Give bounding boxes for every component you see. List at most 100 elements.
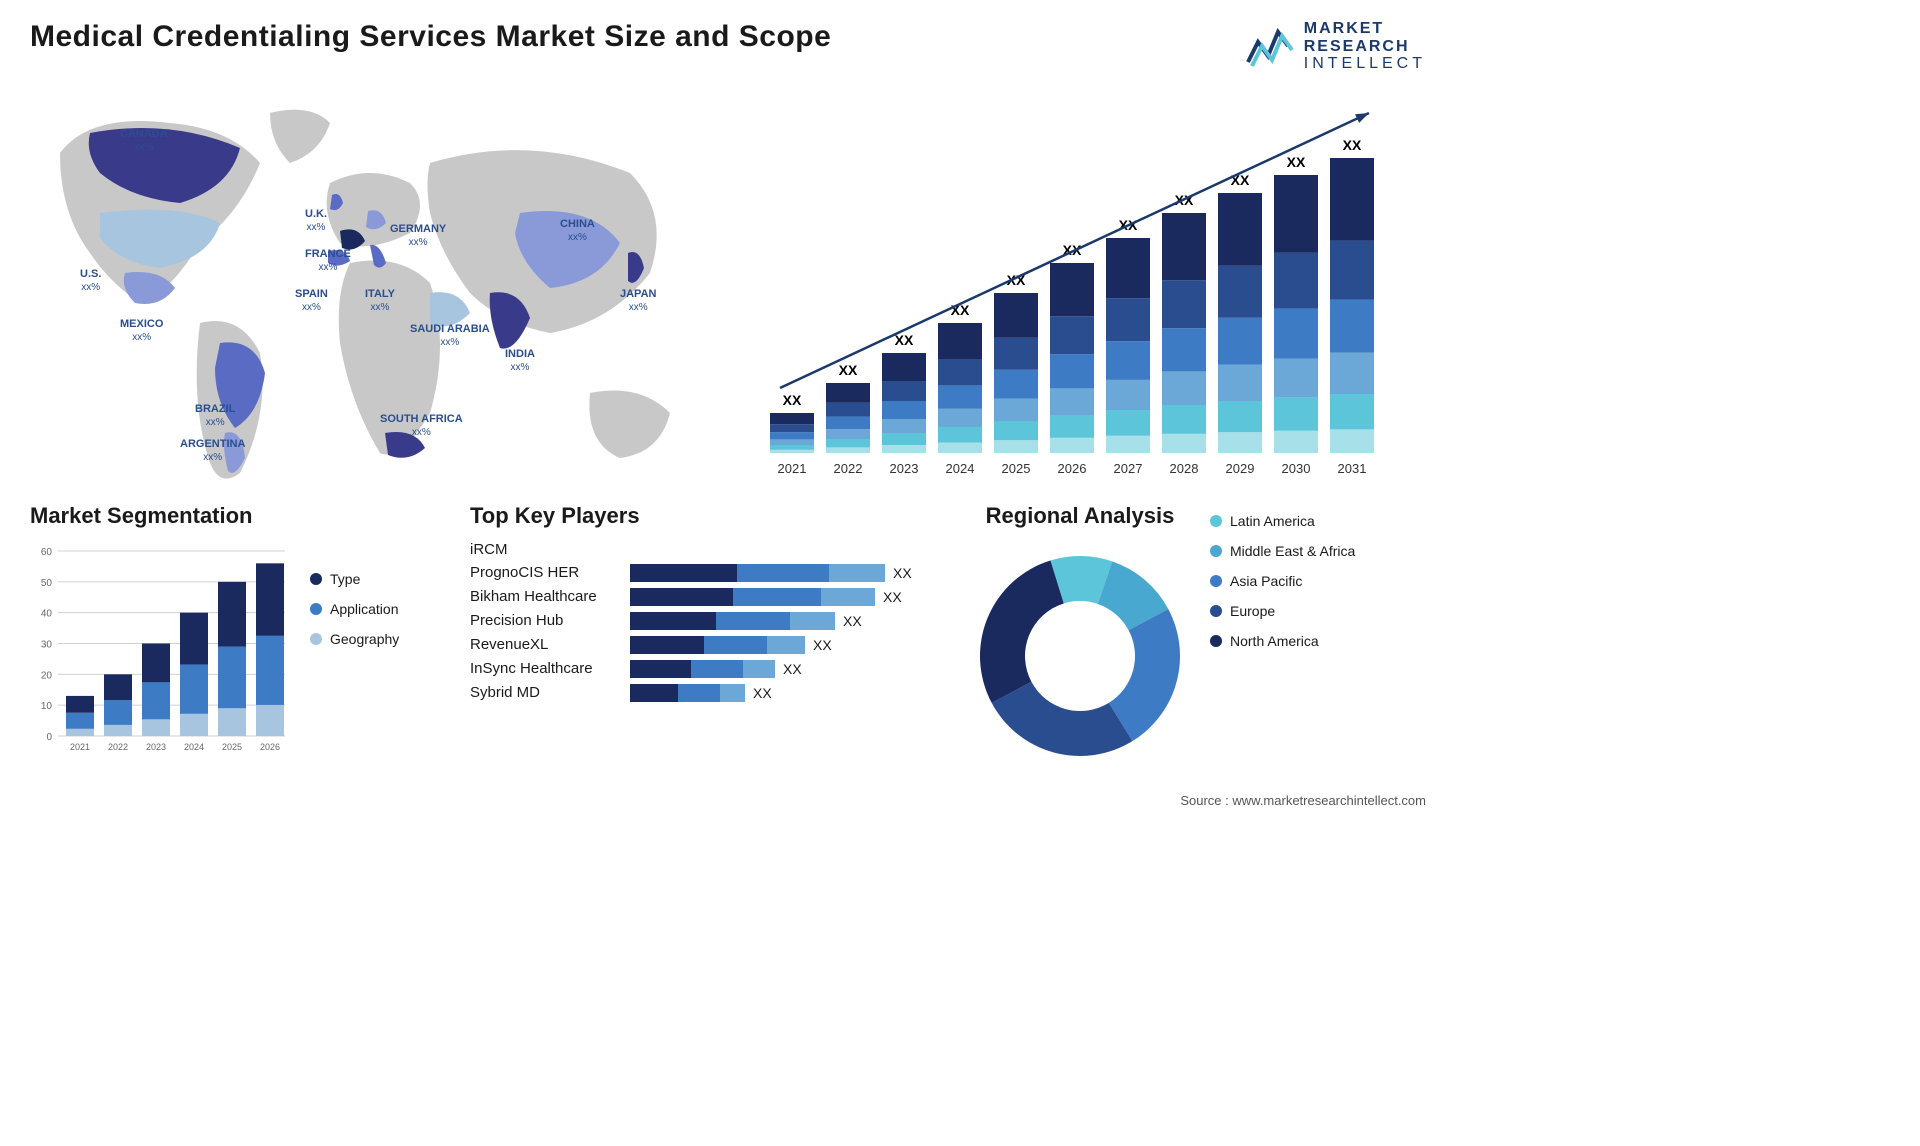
regional-panel: Regional Analysis Latin America Middle Ea… [970, 503, 1426, 783]
legend-dot [1210, 575, 1222, 587]
logo-text-2: RESEARCH [1304, 38, 1426, 56]
svg-text:40: 40 [41, 608, 53, 619]
map-label: ITALYxx% [365, 288, 395, 314]
svg-text:2021: 2021 [70, 742, 90, 752]
player-name: InSync Healthcare [470, 660, 630, 677]
map-label: JAPANxx% [620, 288, 656, 314]
svg-text:60: 60 [41, 547, 53, 558]
svg-text:2023: 2023 [146, 742, 166, 752]
legend-dot [1210, 635, 1222, 647]
svg-text:2021: 2021 [778, 461, 807, 476]
player-value: XX [783, 661, 802, 677]
legend-dot [310, 633, 322, 645]
player-name: Sybrid MD [470, 684, 630, 701]
main-bar-chart-panel: XX2021XX2022XX2023XX2024XX2025XX2026XX20… [740, 93, 1426, 493]
legend-item: Latin America [1210, 513, 1426, 529]
map-label: MEXICOxx% [120, 318, 163, 344]
map-label: U.K.xx% [305, 208, 327, 234]
player-value: XX [893, 565, 912, 581]
player-bar [630, 660, 775, 678]
svg-text:2028: 2028 [1170, 461, 1199, 476]
legend-item: Type [310, 571, 430, 587]
legend-item: Application [310, 601, 430, 617]
svg-text:XX: XX [783, 392, 802, 408]
svg-text:2027: 2027 [1114, 461, 1143, 476]
player-row: InSync Healthcare XX [470, 660, 950, 678]
legend-label: Geography [330, 631, 399, 647]
svg-text:30: 30 [41, 639, 53, 650]
player-name: PrognoCIS HER [470, 564, 630, 581]
svg-text:2022: 2022 [834, 461, 863, 476]
logo-text-3: INTELLECT [1304, 55, 1426, 73]
player-name: Precision Hub [470, 612, 630, 629]
segmentation-title: Market Segmentation [30, 503, 450, 529]
svg-text:2024: 2024 [184, 742, 204, 752]
svg-text:XX: XX [1287, 154, 1306, 170]
player-bar [630, 588, 875, 606]
main-bar-chart: XX2021XX2022XX2023XX2024XX2025XX2026XX20… [740, 93, 1420, 493]
player-name: iRCM [470, 541, 630, 558]
regional-donut [970, 541, 1190, 761]
segmentation-legend: Type Application Geography [310, 541, 430, 761]
world-map-panel: CANADAxx%U.S.xx%MEXICOxx%BRAZILxx%ARGENT… [30, 93, 710, 493]
segmentation-panel: Market Segmentation 01020304050602021202… [30, 503, 450, 783]
legend-item: North America [1210, 633, 1426, 649]
logo-text-1: MARKET [1304, 20, 1426, 38]
regional-legend: Latin America Middle East & Africa Asia Pa… [1210, 503, 1426, 783]
map-label: INDIAxx% [505, 348, 535, 374]
svg-text:2029: 2029 [1226, 461, 1255, 476]
svg-text:2022: 2022 [108, 742, 128, 752]
player-row: Sybrid MD XX [470, 684, 950, 702]
map-label: SAUDI ARABIAxx% [410, 323, 490, 349]
players-panel: Top Key Players iRCMPrognoCIS HERXXBikha… [470, 503, 950, 783]
svg-text:XX: XX [839, 362, 858, 378]
player-bar [630, 636, 805, 654]
svg-text:2023: 2023 [890, 461, 919, 476]
source-text: Source : www.marketresearchintellect.com [1180, 793, 1426, 808]
player-bar [630, 612, 835, 630]
map-label: FRANCExx% [305, 248, 351, 274]
map-label: BRAZILxx% [195, 403, 235, 429]
legend-item: Geography [310, 631, 430, 647]
legend-dot [310, 573, 322, 585]
legend-label: Type [330, 571, 360, 587]
legend-item: Europe [1210, 603, 1426, 619]
legend-label: Asia Pacific [1230, 573, 1302, 589]
svg-text:20: 20 [41, 670, 53, 681]
svg-text:2026: 2026 [1058, 461, 1087, 476]
brand-logo: MARKET RESEARCH INTELLECT [1246, 20, 1426, 73]
player-row: Precision HubXX [470, 612, 950, 630]
player-name: Bikham Healthcare [470, 588, 630, 605]
regional-title: Regional Analysis [970, 503, 1190, 529]
legend-label: Application [330, 601, 399, 617]
legend-item: Asia Pacific [1210, 573, 1426, 589]
page-title: Medical Credentialing Services Market Si… [30, 20, 831, 54]
legend-dot [1210, 545, 1222, 557]
map-label: SOUTH AFRICAxx% [380, 413, 463, 439]
player-name: RevenueXL [470, 636, 630, 653]
svg-text:50: 50 [41, 578, 53, 589]
player-value: XX [813, 637, 832, 653]
player-row: iRCM [470, 541, 950, 558]
player-bar [630, 564, 885, 582]
svg-text:XX: XX [1343, 137, 1362, 153]
player-bar [630, 684, 745, 702]
legend-dot [1210, 515, 1222, 527]
svg-text:2031: 2031 [1338, 461, 1367, 476]
player-value: XX [753, 685, 772, 701]
legend-item: Middle East & Africa [1210, 543, 1426, 559]
legend-label: Middle East & Africa [1230, 543, 1355, 559]
svg-text:2030: 2030 [1282, 461, 1311, 476]
player-row: RevenueXL XX [470, 636, 950, 654]
map-label: SPAINxx% [295, 288, 328, 314]
svg-text:2024: 2024 [946, 461, 975, 476]
map-label: GERMANYxx% [390, 223, 446, 249]
player-row: Bikham HealthcareXX [470, 588, 950, 606]
legend-label: Europe [1230, 603, 1275, 619]
logo-icon [1246, 24, 1296, 68]
map-label: ARGENTINAxx% [180, 438, 245, 464]
svg-text:0: 0 [46, 732, 52, 743]
svg-text:2026: 2026 [260, 742, 280, 752]
legend-dot [1210, 605, 1222, 617]
map-label: U.S.xx% [80, 268, 101, 294]
